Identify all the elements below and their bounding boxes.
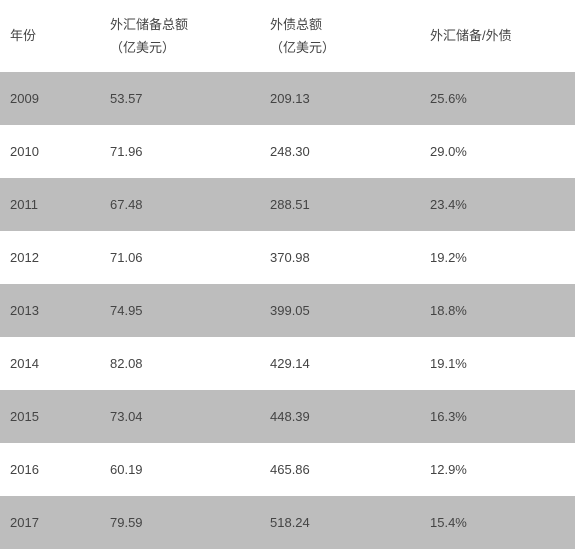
header-ratio: 外汇储备/外债: [420, 0, 575, 72]
cell-reserve: 67.48: [100, 178, 260, 231]
cell-reserve: 60.19: [100, 443, 260, 496]
cell-debt: 288.51: [260, 178, 420, 231]
cell-ratio: 25.6%: [420, 72, 575, 125]
header-year: 年份: [0, 0, 100, 72]
cell-reserve: 73.04: [100, 390, 260, 443]
header-debt-line2: （亿美元）: [270, 36, 410, 59]
cell-reserve: 71.96: [100, 125, 260, 178]
header-row: 年份 外汇储备总额 （亿美元） 外债总额 （亿美元） 外汇储备/外债: [0, 0, 575, 72]
cell-reserve: 71.06: [100, 231, 260, 284]
cell-debt: 429.14: [260, 337, 420, 390]
table-row: 201779.59518.2415.4%: [0, 496, 575, 549]
header-reserve-line2: （亿美元）: [110, 36, 250, 59]
cell-debt: 465.86: [260, 443, 420, 496]
cell-reserve: 53.57: [100, 72, 260, 125]
cell-year: 2013: [0, 284, 100, 337]
cell-year: 2011: [0, 178, 100, 231]
table-row: 201374.95399.0518.8%: [0, 284, 575, 337]
cell-ratio: 16.3%: [420, 390, 575, 443]
table-body: 200953.57209.1325.6%201071.96248.3029.0%…: [0, 72, 575, 549]
table-row: 201482.08429.1419.1%: [0, 337, 575, 390]
table-row: 201071.96248.3029.0%: [0, 125, 575, 178]
cell-ratio: 23.4%: [420, 178, 575, 231]
table-row: 201660.19465.8612.9%: [0, 443, 575, 496]
cell-ratio: 12.9%: [420, 443, 575, 496]
cell-debt: 518.24: [260, 496, 420, 549]
data-table: 年份 外汇储备总额 （亿美元） 外债总额 （亿美元） 外汇储备/外债 20095…: [0, 0, 575, 549]
cell-debt: 370.98: [260, 231, 420, 284]
cell-reserve: 82.08: [100, 337, 260, 390]
header-year-line1: 年份: [10, 24, 90, 47]
cell-debt: 209.13: [260, 72, 420, 125]
cell-year: 2015: [0, 390, 100, 443]
cell-debt: 399.05: [260, 284, 420, 337]
cell-year: 2017: [0, 496, 100, 549]
table-row: 201167.48288.5123.4%: [0, 178, 575, 231]
cell-year: 2010: [0, 125, 100, 178]
cell-ratio: 19.1%: [420, 337, 575, 390]
cell-debt: 248.30: [260, 125, 420, 178]
table-row: 201271.06370.9819.2%: [0, 231, 575, 284]
cell-year: 2012: [0, 231, 100, 284]
header-debt: 外债总额 （亿美元）: [260, 0, 420, 72]
cell-ratio: 15.4%: [420, 496, 575, 549]
header-reserve-line1: 外汇储备总额: [110, 13, 250, 36]
header-ratio-line1: 外汇储备/外债: [430, 24, 565, 47]
cell-debt: 448.39: [260, 390, 420, 443]
cell-ratio: 18.8%: [420, 284, 575, 337]
cell-reserve: 79.59: [100, 496, 260, 549]
table-row: 201573.04448.3916.3%: [0, 390, 575, 443]
cell-year: 2016: [0, 443, 100, 496]
cell-reserve: 74.95: [100, 284, 260, 337]
header-reserve: 外汇储备总额 （亿美元）: [100, 0, 260, 72]
cell-ratio: 29.0%: [420, 125, 575, 178]
cell-ratio: 19.2%: [420, 231, 575, 284]
table-header: 年份 外汇储备总额 （亿美元） 外债总额 （亿美元） 外汇储备/外债: [0, 0, 575, 72]
cell-year: 2014: [0, 337, 100, 390]
cell-year: 2009: [0, 72, 100, 125]
table-row: 200953.57209.1325.6%: [0, 72, 575, 125]
header-debt-line1: 外债总额: [270, 13, 410, 36]
